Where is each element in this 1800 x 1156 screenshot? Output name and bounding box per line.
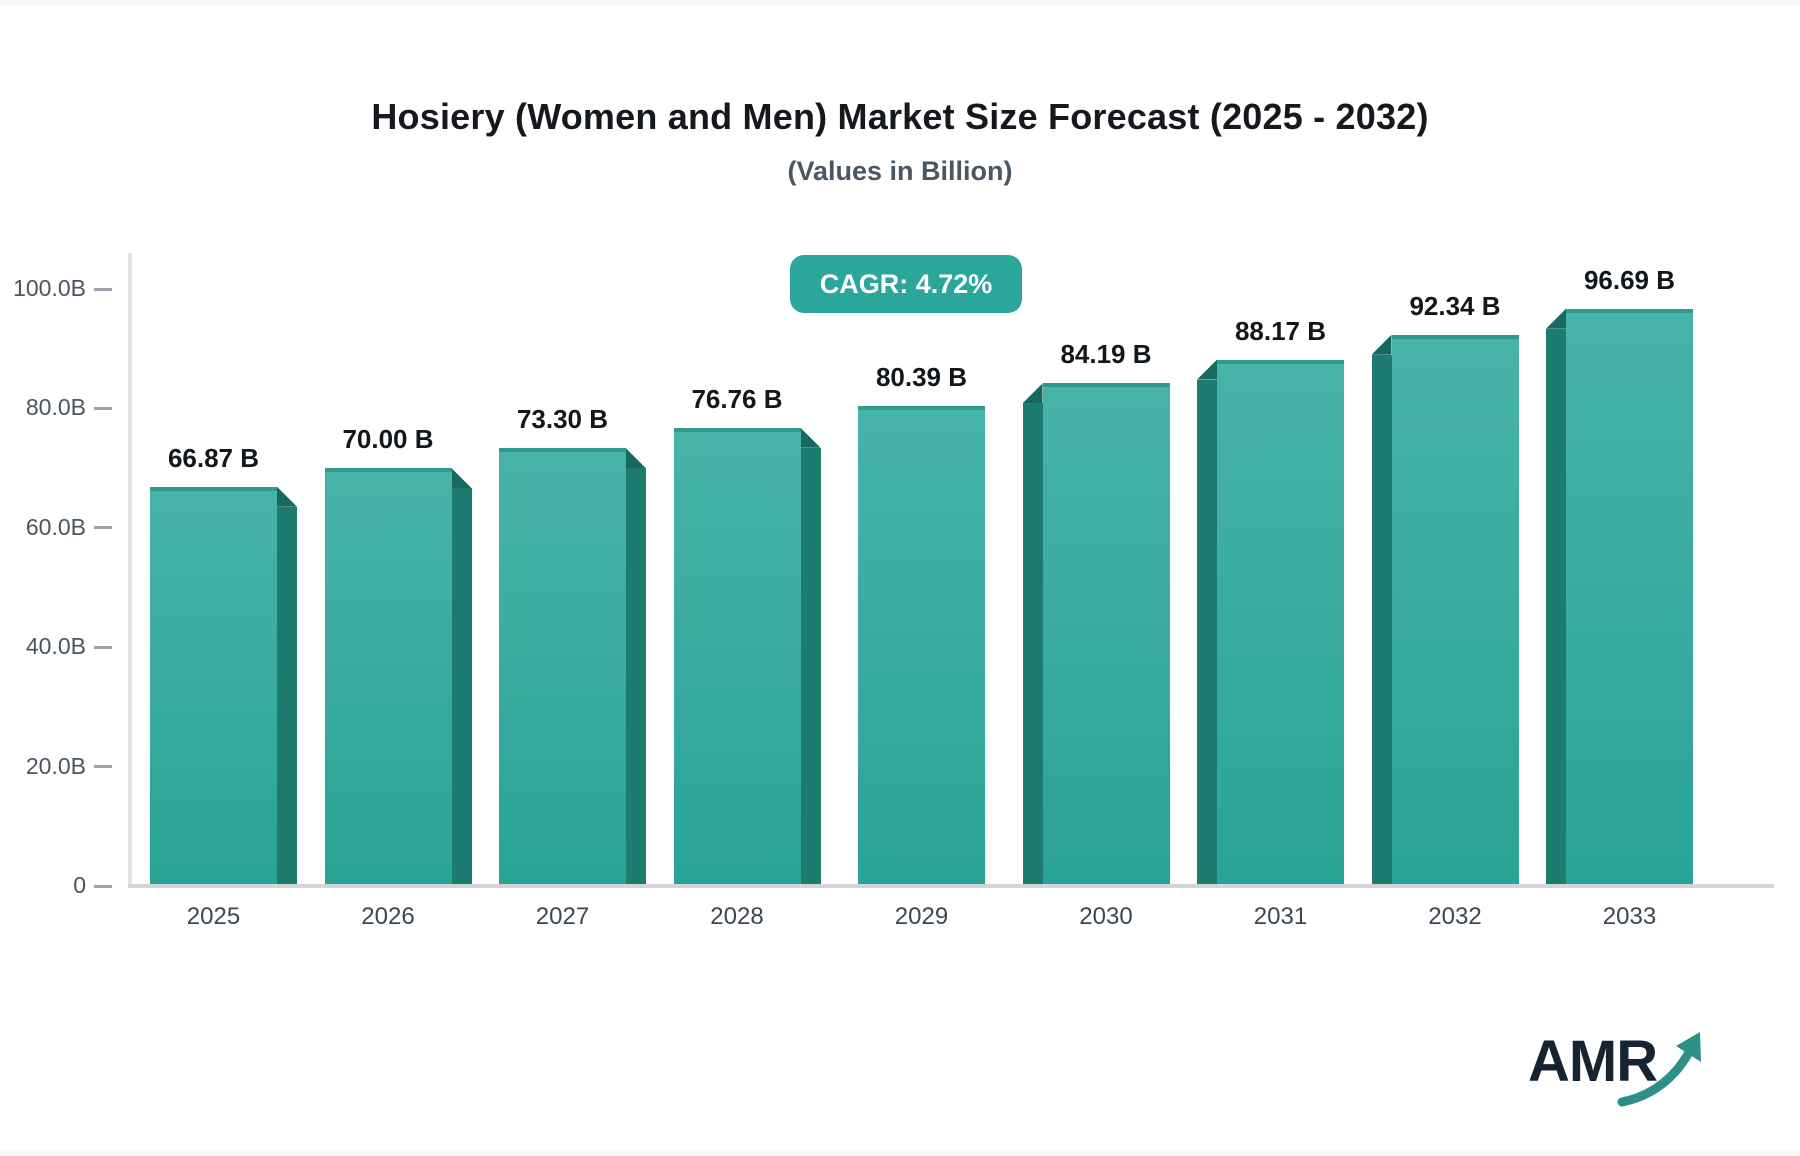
bar-side-face [277,506,297,884]
bar-value-label: 88.17 B [1234,315,1327,346]
y-tick-mark [94,884,112,888]
bar-2033 [1566,308,1693,884]
x-axis-label: 2032 [1428,903,1482,930]
bar-2030 [1042,383,1170,884]
bar-bevel [626,448,646,469]
y-tick-label: 60.0B [25,513,86,540]
bar-bevel [1371,334,1392,355]
bar-value-label: 66.87 B [167,442,260,473]
x-axis-label: 2029 [894,903,949,930]
chart-title: Hosiery (Women and Men) Market Size Fore… [371,96,1429,137]
x-axis-label: 2026 [361,903,415,930]
bar-side-face [451,488,472,884]
top-strip [0,0,1800,5]
bar-bevel [1546,308,1566,329]
bar-value-label: 73.30 B [516,404,609,435]
y-tick-label: 0 [73,872,86,898]
bar-side-face [1022,403,1043,884]
bar-bevel [800,427,821,448]
x-axis-label: 2030 [1079,903,1133,930]
y-axis-line [128,253,132,888]
bar-bevel [451,468,472,489]
bar-2027 [499,448,626,884]
bar-2032 [1391,334,1519,884]
bar-bevel [1022,383,1043,404]
y-tick-mark [94,287,112,291]
chart-subtitle: (Values in Billion) [787,156,1013,186]
bar-side-face [800,447,821,884]
bar-side-face [626,468,646,884]
bar-value-label: 76.76 B [691,383,783,414]
bar-bevel [1197,359,1217,380]
x-axis-label: 2033 [1602,903,1657,930]
bar-2025 [150,486,277,884]
y-tick-mark [94,765,112,769]
y-tick-label: 100.0B [13,275,86,301]
bar-bevel [277,486,297,507]
x-baseline [128,884,1774,888]
y-tick-label: 20.0B [25,752,86,779]
y-tick-mark [94,645,112,649]
bar-2028 [673,427,801,884]
bar-value-label: 70.00 B [342,424,434,455]
logo-text: AMR [1528,1029,1658,1094]
bar-value-label: 84.19 B [1060,339,1152,370]
bar-value-label: 96.69 B [1583,264,1676,295]
bar-side-face [1197,379,1217,884]
bottom-strip [0,1150,1800,1156]
bar-2031 [1217,359,1344,884]
x-axis-label: 2028 [710,903,764,930]
x-axis-label: 2025 [186,903,241,930]
amr-logo: AMR [1528,1028,1738,1120]
growth-arrow-icon [1617,1032,1701,1107]
bar-value-label: 92.34 B [1409,290,1501,321]
x-axis-label: 2027 [535,903,590,930]
bar-side-face [1371,354,1392,884]
y-tick-label: 80.0B [25,394,86,421]
cagr-badge: CAGR: 4.72% [790,255,1022,313]
x-axis-label: 2031 [1253,903,1308,930]
bar-2029 [858,406,985,884]
y-tick-mark [94,526,112,530]
y-tick-mark [94,406,112,410]
bar-value-label: 80.39 B [875,362,968,393]
bar-2026 [324,468,452,884]
bar-side-face [1546,328,1566,884]
y-tick-label: 40.0B [25,633,86,660]
